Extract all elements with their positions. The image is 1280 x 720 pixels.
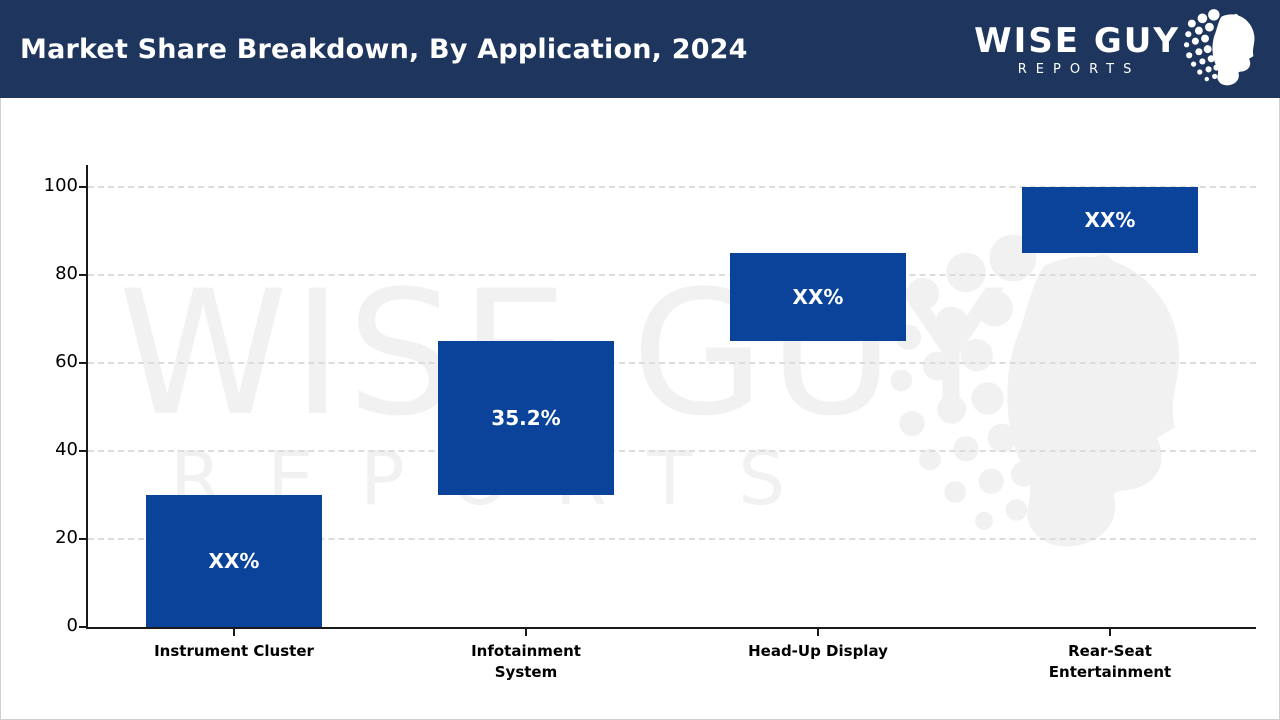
y-axis-tickmark-20 [79, 538, 88, 540]
y-axis-tickmark-60 [79, 362, 88, 364]
bar-instrument-cluster: XX% [146, 495, 322, 627]
y-axis-tickmark-0 [79, 626, 88, 628]
y-axis-tick-label-80: 80 [55, 263, 78, 284]
x-axis-category-label-0: Instrument Cluster [154, 642, 314, 660]
y-axis-tick-label-60: 60 [55, 351, 78, 372]
y-axis-tickmark-100 [79, 186, 88, 188]
x-axis-tickmark-2 [817, 629, 819, 636]
y-axis-tick-label-100: 100 [43, 175, 78, 196]
x-axis-tickmark-3 [1109, 629, 1111, 636]
y-axis-spine [86, 165, 88, 629]
x-axis-tickmark-0 [233, 629, 235, 636]
logo-subtitle: REPORTS [1017, 62, 1141, 77]
x-axis-category-label-1: Infotainment System [471, 642, 581, 681]
brand-logo: WISE GUY REPORTS [974, 4, 1266, 96]
gridline-60 [88, 362, 1256, 364]
bar-value-label: XX% [1084, 208, 1136, 232]
logo-head-icon [1183, 9, 1255, 86]
y-axis-tick-label-20: 20 [55, 527, 78, 548]
chart-title: Market Share Breakdown, By Application, … [20, 33, 748, 65]
bar-infotainment-system: 35.2% [438, 341, 614, 495]
gridline-100 [88, 186, 1256, 188]
y-axis-tick-label-40: 40 [55, 439, 78, 460]
y-axis-tick-label-0: 0 [66, 615, 78, 636]
x-axis-tickmark-1 [525, 629, 527, 636]
x-axis-category-label-3: Rear-Seat Entertainment [1048, 642, 1172, 681]
bar-value-label: XX% [792, 285, 844, 309]
gridline-20 [88, 538, 1256, 540]
header-bar: Market Share Breakdown, By Application, … [0, 0, 1280, 98]
gridline-40 [88, 450, 1256, 452]
bar-head-up-display: XX% [730, 253, 906, 341]
gridline-80 [88, 274, 1256, 276]
x-axis-spine [86, 627, 1256, 629]
y-axis-tickmark-80 [79, 274, 88, 276]
x-axis-category-label-2: Head-Up Display [748, 642, 888, 660]
y-axis-tickmark-40 [79, 450, 88, 452]
bar-rear-seat-entertainment: XX% [1022, 187, 1198, 253]
logo-wordmark: WISE GUY [974, 21, 1180, 61]
bar-value-label: 35.2% [491, 406, 561, 430]
bar-value-label: XX% [208, 549, 260, 573]
